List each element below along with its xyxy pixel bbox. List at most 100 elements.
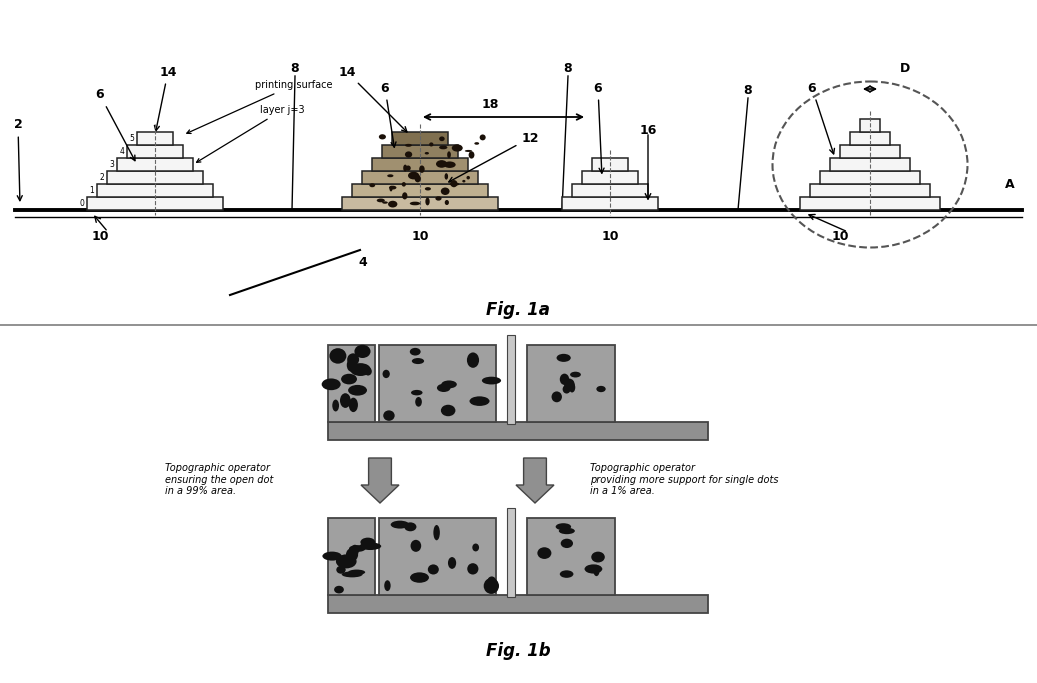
Text: 16: 16: [640, 124, 656, 137]
Bar: [328, 518, 374, 595]
Ellipse shape: [467, 176, 470, 180]
Ellipse shape: [404, 152, 413, 158]
Ellipse shape: [384, 410, 395, 421]
Text: 14: 14: [155, 66, 176, 130]
Ellipse shape: [487, 576, 496, 585]
Ellipse shape: [439, 145, 447, 150]
Ellipse shape: [341, 572, 363, 577]
Bar: [362, 171, 478, 184]
Bar: [379, 518, 496, 595]
Text: 18: 18: [481, 98, 499, 111]
Ellipse shape: [340, 393, 351, 408]
Ellipse shape: [425, 197, 429, 206]
Text: 6: 6: [594, 81, 605, 173]
Text: A: A: [1005, 178, 1015, 191]
Ellipse shape: [452, 144, 463, 152]
Ellipse shape: [330, 348, 346, 363]
Ellipse shape: [348, 398, 358, 412]
Bar: [820, 171, 920, 184]
Bar: [117, 158, 193, 171]
Ellipse shape: [449, 182, 459, 186]
Ellipse shape: [448, 557, 456, 569]
Text: 12: 12: [449, 132, 539, 182]
Ellipse shape: [402, 193, 408, 199]
Ellipse shape: [351, 363, 371, 376]
Ellipse shape: [364, 367, 372, 376]
Text: Fig. 1b: Fig. 1b: [485, 642, 551, 660]
Ellipse shape: [341, 374, 357, 385]
Ellipse shape: [557, 354, 570, 362]
Bar: [840, 145, 900, 158]
Ellipse shape: [441, 405, 455, 416]
Ellipse shape: [411, 390, 422, 395]
Ellipse shape: [321, 378, 341, 390]
Ellipse shape: [404, 522, 417, 531]
Ellipse shape: [564, 378, 574, 391]
Ellipse shape: [465, 150, 472, 152]
Ellipse shape: [591, 552, 605, 563]
Ellipse shape: [570, 372, 581, 378]
Bar: [137, 132, 173, 145]
Bar: [527, 345, 615, 422]
Ellipse shape: [390, 186, 393, 191]
Bar: [328, 422, 708, 440]
FancyArrow shape: [516, 458, 554, 503]
Bar: [352, 184, 488, 197]
Ellipse shape: [439, 137, 445, 141]
Text: 8: 8: [744, 83, 752, 96]
Ellipse shape: [537, 547, 552, 559]
Ellipse shape: [428, 564, 439, 574]
Bar: [800, 197, 940, 210]
Text: 2: 2: [13, 118, 23, 201]
Ellipse shape: [348, 570, 365, 575]
Bar: [582, 171, 638, 184]
Bar: [562, 197, 658, 210]
Bar: [97, 184, 213, 197]
Text: 1: 1: [89, 186, 94, 195]
Ellipse shape: [360, 542, 382, 550]
Ellipse shape: [444, 161, 455, 168]
Ellipse shape: [463, 180, 466, 182]
Ellipse shape: [593, 565, 599, 576]
Bar: [392, 132, 448, 145]
Text: 6: 6: [808, 81, 835, 154]
Bar: [860, 119, 880, 132]
Ellipse shape: [480, 135, 485, 141]
Bar: [107, 171, 203, 184]
Text: 10: 10: [832, 230, 848, 243]
Ellipse shape: [405, 165, 411, 171]
Ellipse shape: [412, 358, 424, 364]
Ellipse shape: [585, 564, 602, 574]
Ellipse shape: [410, 572, 429, 583]
Ellipse shape: [482, 377, 501, 385]
Ellipse shape: [442, 380, 457, 389]
Ellipse shape: [429, 142, 433, 147]
Text: 10: 10: [412, 230, 428, 243]
Ellipse shape: [383, 370, 390, 378]
Text: 14: 14: [338, 66, 407, 132]
Ellipse shape: [339, 559, 351, 568]
Ellipse shape: [419, 165, 425, 173]
Text: Topographic operator
ensuring the open dot
in a 99% area.: Topographic operator ensuring the open d…: [165, 463, 274, 497]
Ellipse shape: [468, 563, 478, 574]
Ellipse shape: [561, 539, 573, 548]
Bar: [810, 184, 930, 197]
Bar: [507, 335, 515, 424]
Ellipse shape: [388, 201, 397, 208]
Ellipse shape: [445, 173, 448, 180]
Text: 10: 10: [601, 230, 619, 243]
Ellipse shape: [387, 174, 393, 177]
Ellipse shape: [323, 552, 342, 561]
Text: 6: 6: [95, 89, 135, 161]
Text: 4: 4: [119, 147, 124, 156]
Ellipse shape: [408, 171, 419, 180]
Ellipse shape: [334, 586, 344, 594]
Ellipse shape: [447, 152, 451, 158]
Text: 8: 8: [290, 61, 300, 74]
Bar: [328, 595, 708, 613]
Ellipse shape: [403, 165, 408, 171]
Ellipse shape: [391, 520, 410, 529]
Ellipse shape: [450, 180, 457, 187]
Ellipse shape: [383, 201, 388, 204]
Text: 10: 10: [91, 230, 109, 243]
